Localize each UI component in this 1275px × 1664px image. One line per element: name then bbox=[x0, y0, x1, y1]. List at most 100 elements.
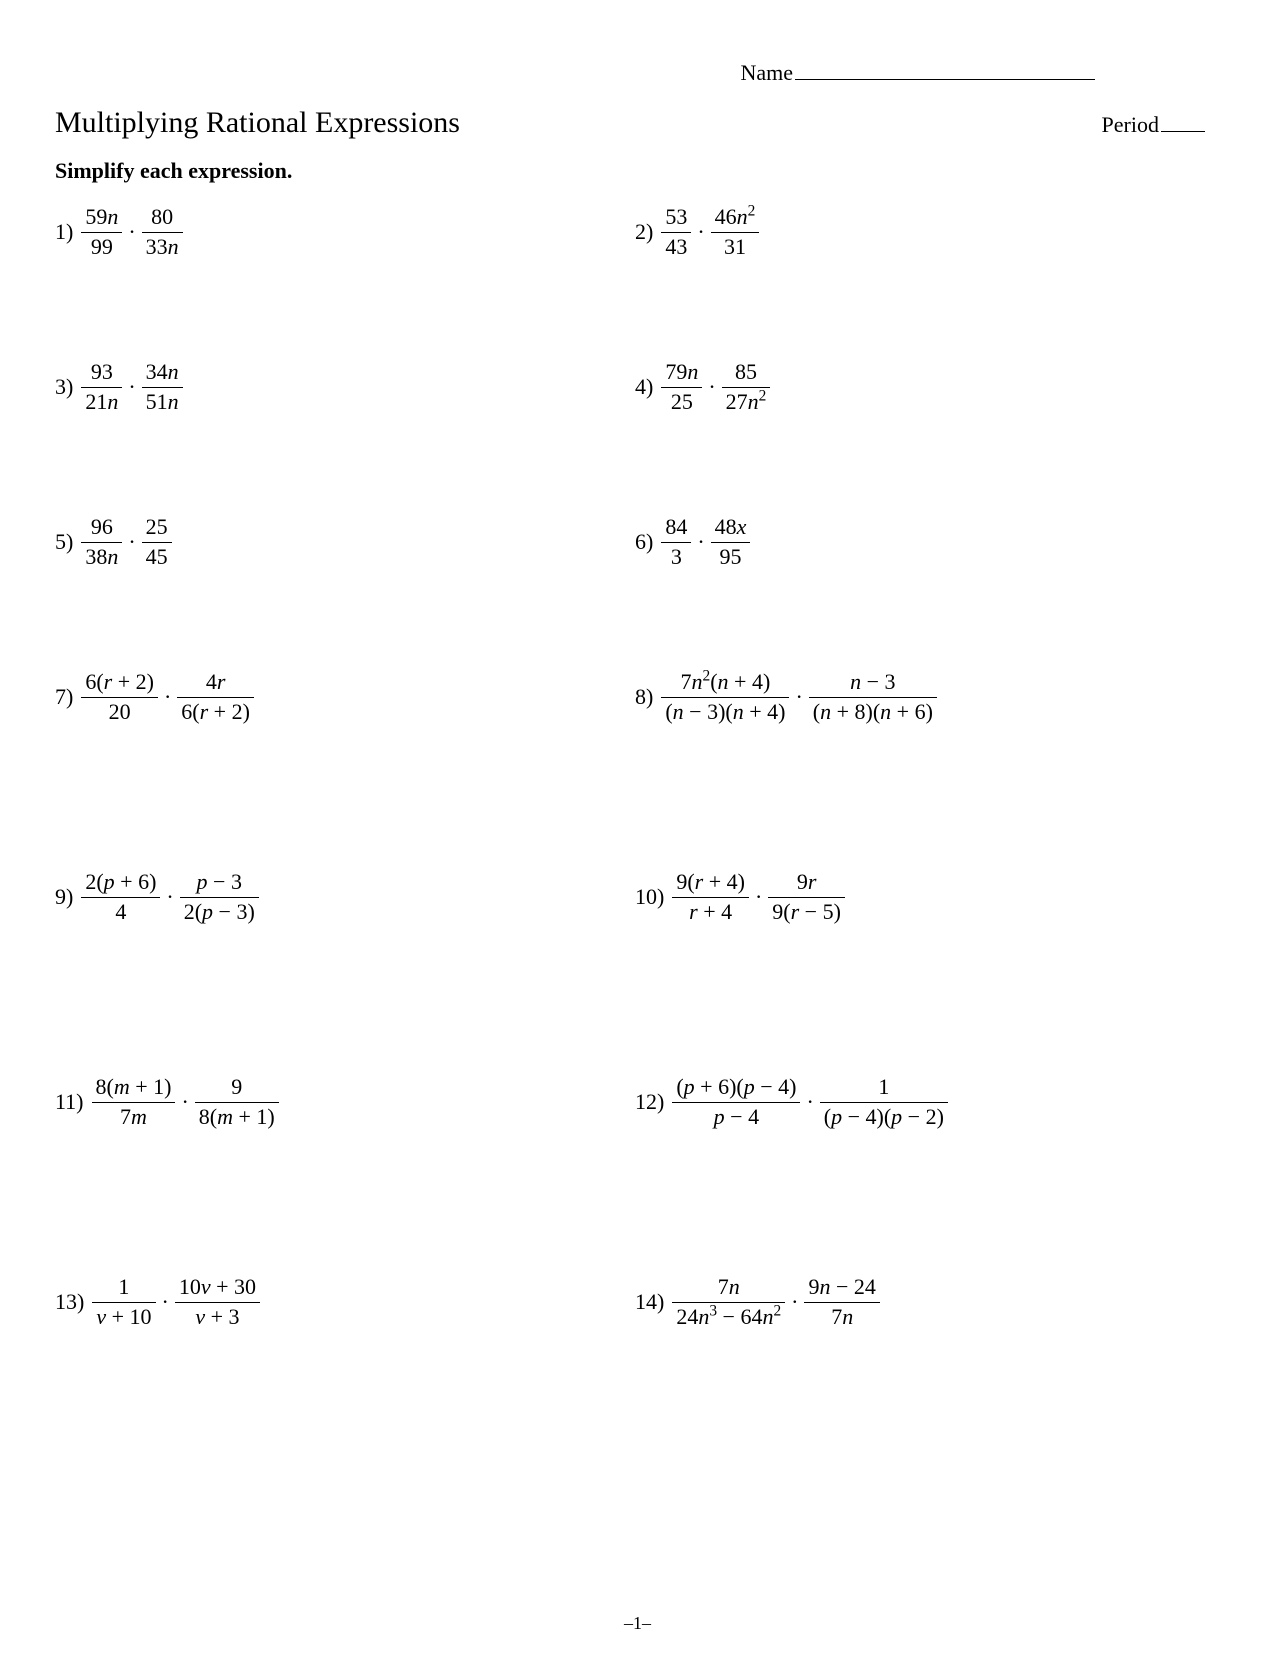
problem-7: 7)6(r + 2)20·4r6(r + 2) bbox=[55, 667, 625, 727]
fraction-b-numerator: n − 3 bbox=[809, 668, 937, 698]
problem-12: 12) (p + 6)(p − 4)p − 4· 1(p − 4)(p − 2) bbox=[635, 1072, 1205, 1132]
fraction-a: 5343 bbox=[661, 203, 691, 261]
problem-number: 10) bbox=[635, 884, 664, 910]
fraction-a-numerator: (p + 6)(p − 4) bbox=[672, 1073, 800, 1103]
fraction-a-denominator: 21n bbox=[81, 388, 122, 417]
fraction-b-denominator: 33n bbox=[142, 233, 183, 262]
fraction-b-numerator: 9n − 24 bbox=[804, 1273, 879, 1303]
problem-1: 1) 59n99· 8033n bbox=[55, 202, 625, 262]
fraction-a-numerator: 8(m + 1) bbox=[92, 1073, 176, 1103]
fraction-b: 9n − 247n bbox=[804, 1273, 879, 1331]
problem-number: 4) bbox=[635, 374, 653, 400]
fraction-a-numerator: 7n bbox=[672, 1273, 785, 1303]
fraction-a-denominator: 7m bbox=[92, 1103, 176, 1132]
period-blank-line[interactable] bbox=[1161, 131, 1205, 132]
problem-10: 10)9(r + 4)r + 4·9r9(r − 5) bbox=[635, 867, 1205, 927]
fraction-b-numerator: 9r bbox=[768, 868, 845, 898]
fraction-a: 7n2(n + 4)(n − 3)(n + 4) bbox=[661, 668, 789, 726]
multiply-dot: · bbox=[708, 374, 715, 400]
fraction-b-numerator: 46n2 bbox=[711, 203, 760, 233]
fraction-b-numerator: p − 3 bbox=[180, 868, 259, 898]
fraction-b-denominator: 8(m + 1) bbox=[195, 1103, 279, 1132]
multiply-dot: · bbox=[791, 1289, 798, 1315]
fraction-b: 2545 bbox=[142, 513, 172, 571]
fraction-a-denominator: p − 4 bbox=[672, 1103, 800, 1132]
fraction-a: 7n24n3 − 64n2 bbox=[672, 1273, 785, 1331]
fraction-b-numerator: 85 bbox=[722, 358, 771, 388]
multiply-dot: · bbox=[128, 529, 135, 555]
fraction-a-numerator: 79n bbox=[661, 358, 702, 388]
fraction-b-denominator: v + 3 bbox=[175, 1303, 260, 1332]
problem-number: 8) bbox=[635, 684, 653, 710]
fraction-b: 8527n2 bbox=[722, 358, 771, 416]
problem-6: 6)843·48x95 bbox=[635, 512, 1205, 572]
fraction-b-numerator: 4r bbox=[177, 668, 254, 698]
multiply-dot: · bbox=[755, 884, 762, 910]
fraction-a-numerator: 1 bbox=[92, 1273, 155, 1303]
multiply-dot: · bbox=[697, 529, 704, 555]
fraction-b: 10v + 30v + 3 bbox=[175, 1273, 260, 1331]
name-label: Name bbox=[740, 60, 793, 85]
name-field-row: Name bbox=[55, 60, 1205, 86]
name-blank-line[interactable] bbox=[795, 79, 1095, 80]
multiply-dot: · bbox=[128, 374, 135, 400]
problem-number: 12) bbox=[635, 1089, 664, 1115]
fraction-a-denominator: v + 10 bbox=[92, 1303, 155, 1332]
fraction-a-numerator: 6(r + 2) bbox=[81, 668, 158, 698]
problem-8: 8) 7n2(n + 4)(n − 3)(n + 4)· n − 3(n + 8)(… bbox=[635, 667, 1205, 727]
fraction-b-numerator: 1 bbox=[820, 1073, 948, 1103]
fraction-b: 46n231 bbox=[711, 203, 760, 261]
problem-number: 9) bbox=[55, 884, 73, 910]
fraction-a-denominator: (n − 3)(n + 4) bbox=[661, 698, 789, 727]
fraction-a: 2(p + 6)4 bbox=[81, 868, 160, 926]
multiply-dot: · bbox=[795, 684, 802, 710]
fraction-b-numerator: 34n bbox=[142, 358, 183, 388]
fraction-a-numerator: 59n bbox=[81, 203, 122, 233]
fraction-a-denominator: 3 bbox=[661, 543, 691, 572]
fraction-b-denominator: 45 bbox=[142, 543, 172, 572]
problem-4: 4) 79n25· 8527n2 bbox=[635, 357, 1205, 417]
fraction-a: 59n99 bbox=[81, 203, 122, 261]
fraction-a: 9(r + 4)r + 4 bbox=[672, 868, 749, 926]
header-row: Multiplying Rational Expressions Period bbox=[55, 106, 1205, 140]
problem-5: 5) 9638n· 2545 bbox=[55, 512, 625, 572]
fraction-b-denominator: (n + 8)(n + 6) bbox=[809, 698, 937, 727]
fraction-a-denominator: r + 4 bbox=[672, 898, 749, 927]
fraction-b-numerator: 25 bbox=[142, 513, 172, 543]
fraction-b: 4r6(r + 2) bbox=[177, 668, 254, 726]
problem-14: 14)7n24n3 − 64n2·9n − 247n bbox=[635, 1272, 1205, 1332]
instruction-text: Simplify each expression. bbox=[55, 158, 1205, 184]
problem-number: 3) bbox=[55, 374, 73, 400]
fraction-b-denominator: 27n2 bbox=[722, 388, 771, 417]
fraction-a-numerator: 84 bbox=[661, 513, 691, 543]
problem-13: 13)1v + 10·10v + 30v + 3 bbox=[55, 1272, 625, 1332]
multiply-dot: · bbox=[181, 1089, 188, 1115]
problem-number: 6) bbox=[635, 529, 653, 555]
problem-2: 2)5343·46n231 bbox=[635, 202, 1205, 262]
problem-number: 1) bbox=[55, 219, 73, 245]
fraction-b-denominator: 95 bbox=[711, 543, 751, 572]
fraction-a-numerator: 9(r + 4) bbox=[672, 868, 749, 898]
multiply-dot: · bbox=[806, 1089, 813, 1115]
fraction-b-denominator: 2(p − 3) bbox=[180, 898, 259, 927]
fraction-a-denominator: 38n bbox=[81, 543, 122, 572]
fraction-a: 9321n bbox=[81, 358, 122, 416]
fraction-a-denominator: 4 bbox=[81, 898, 160, 927]
problem-9: 9)2(p + 6)4·p − 32(p − 3) bbox=[55, 867, 625, 927]
fraction-a-denominator: 24n3 − 64n2 bbox=[672, 1303, 785, 1332]
fraction-a-numerator: 96 bbox=[81, 513, 122, 543]
fraction-a-denominator: 25 bbox=[661, 388, 702, 417]
fraction-b-numerator: 9 bbox=[195, 1073, 279, 1103]
problem-number: 11) bbox=[55, 1089, 84, 1115]
fraction-a-denominator: 43 bbox=[661, 233, 691, 262]
fraction-a-numerator: 93 bbox=[81, 358, 122, 388]
period-label: Period bbox=[1102, 112, 1159, 137]
fraction-b-numerator: 80 bbox=[142, 203, 183, 233]
fraction-b-denominator: (p − 4)(p − 2) bbox=[820, 1103, 948, 1132]
fraction-a: 1v + 10 bbox=[92, 1273, 155, 1331]
fraction-b-denominator: 7n bbox=[804, 1303, 879, 1332]
multiply-dot: · bbox=[128, 219, 135, 245]
problem-number: 5) bbox=[55, 529, 73, 555]
page-number: –1– bbox=[0, 1613, 1275, 1634]
fraction-a: 8(m + 1)7m bbox=[92, 1073, 176, 1131]
